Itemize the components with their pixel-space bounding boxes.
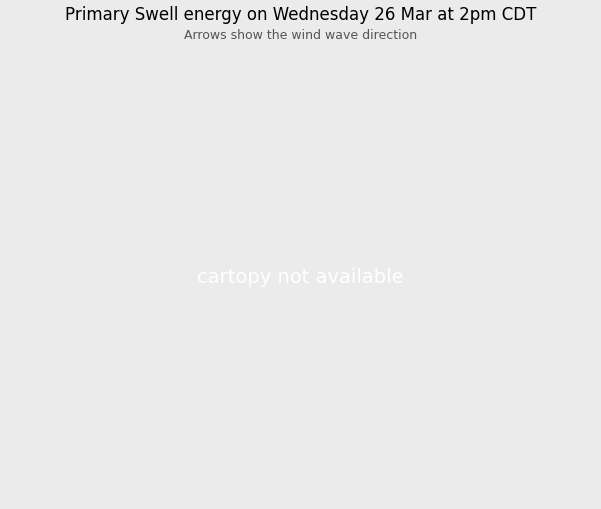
Text: Primary Swell energy on Wednesday 26 Mar at 2pm CDT: Primary Swell energy on Wednesday 26 Mar…: [65, 6, 536, 23]
Text: Arrows show the wind wave direction: Arrows show the wind wave direction: [184, 29, 417, 42]
Text: cartopy not available: cartopy not available: [197, 268, 404, 287]
